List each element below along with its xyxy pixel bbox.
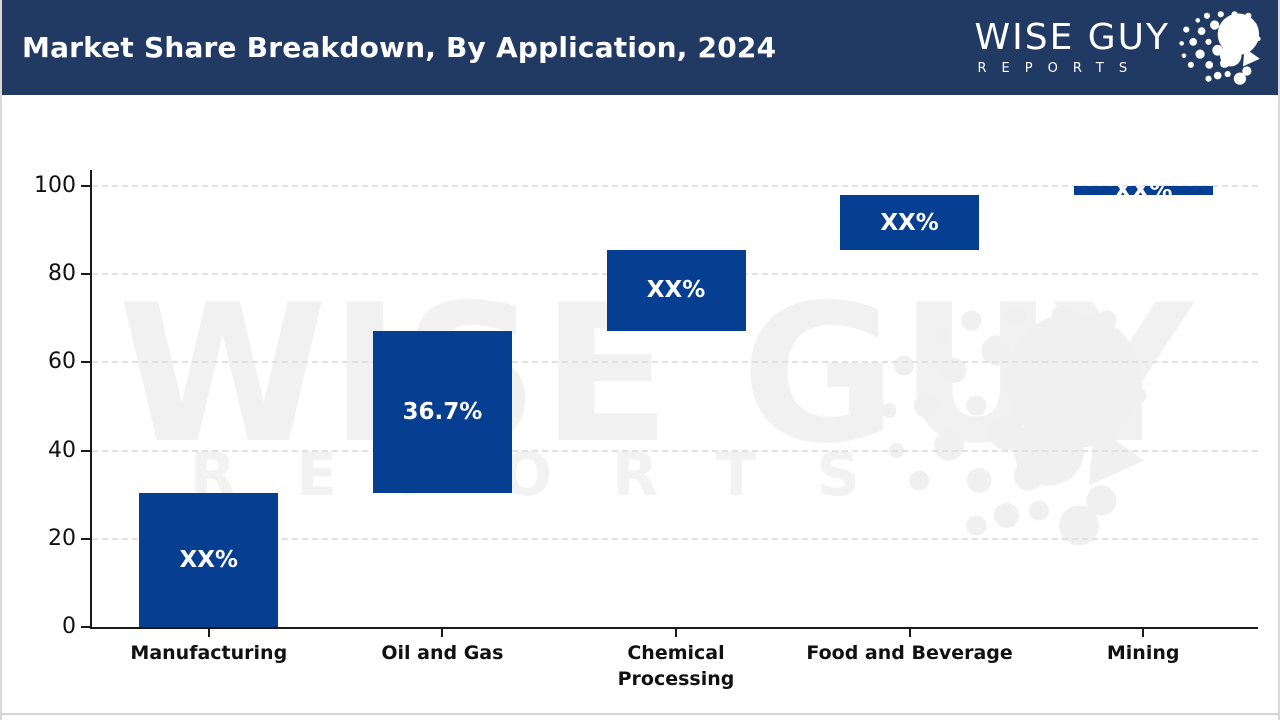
x-category-label: Mining (1106, 642, 1180, 664)
y-tick-label: 80 (48, 261, 76, 287)
bar-oil-and-gas: 36.7% (372, 330, 512, 493)
y-axis-tick (81, 626, 90, 628)
gridline (92, 361, 1258, 364)
y-axis-tick (81, 273, 90, 276)
x-axis-tick (1142, 629, 1145, 637)
y-tick-label: 100 (34, 173, 76, 198)
y-axis-tick (81, 537, 90, 540)
x-axis-tick (675, 629, 677, 637)
x-category-label: Food and Beverage (806, 642, 1013, 664)
bar-value-label: XX% (880, 209, 939, 236)
bar-value-label: 36.7% (402, 398, 483, 425)
bar-value-label: XX% (646, 277, 706, 304)
y-tick-label: 40 (48, 437, 76, 463)
x-axis-tick (908, 629, 911, 637)
logo-tagline: REPORTS (977, 60, 1143, 76)
x-category-label: Manufacturing (130, 642, 288, 664)
y-axis-tick (81, 449, 90, 452)
logo-wordmark: WISE GUY (974, 16, 1170, 58)
brand-logo: WISE GUY REPORTS (975, 8, 1267, 88)
x-axis-tick (441, 629, 444, 637)
gridline (92, 185, 1258, 187)
chart-title: Market Share Breakdown, By Application, … (22, 31, 777, 64)
watermark-tagline: REPORTS (190, 440, 920, 510)
bar-value-label: XX% (179, 546, 239, 573)
bar-mining: XX% (1073, 186, 1213, 196)
bar-chemical-processing: XX% (606, 249, 746, 331)
y-tick-label: 20 (48, 525, 76, 551)
header-bar: Market Share Breakdown, By Application, … (2, 0, 1278, 95)
plot-area: XX% 36.7% XX% XX% XX% (90, 170, 1258, 629)
bar-value-label: XX% (1114, 186, 1173, 195)
y-axis-tick (81, 361, 90, 364)
footer-divider (2, 713, 1278, 715)
x-axis-tick (207, 629, 210, 637)
waterfall-chart: WISE GUY REPORTS XX%36.7%XX%XX%XX% 02040… (2, 95, 1278, 720)
bar-manufacturing: XX% (139, 492, 279, 627)
x-category-label: Oil and Gas (381, 642, 504, 664)
y-tick-label: 60 (48, 349, 76, 375)
gridline (92, 537, 1258, 540)
y-axis-tick (81, 185, 90, 187)
dotted-face-profile-icon (1174, 8, 1266, 88)
bar-food-and-beverage: XX% (840, 195, 980, 250)
brand-logo-text: WISE GUY REPORTS (974, 16, 1171, 76)
x-category-label: Chemical Processing (617, 642, 735, 690)
y-tick-label: 0 (62, 614, 76, 639)
gridline (92, 449, 1258, 452)
